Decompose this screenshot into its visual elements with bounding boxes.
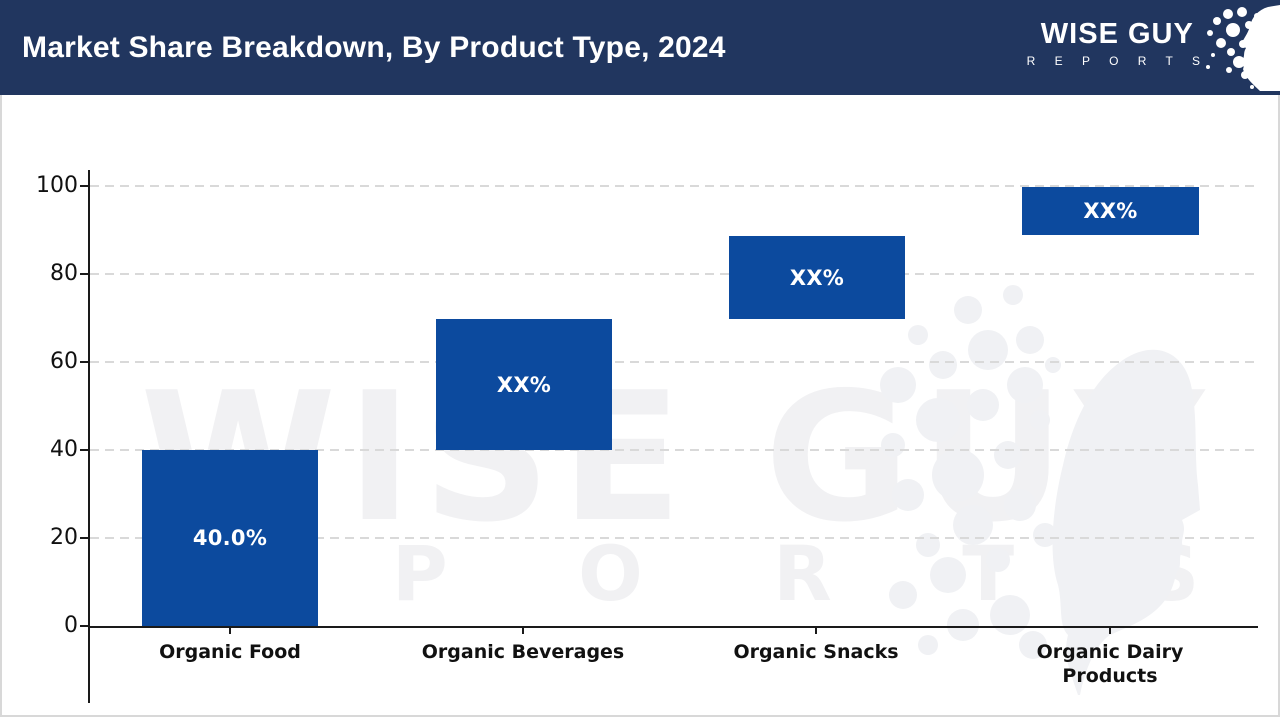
bar-organic-beverages: XX% xyxy=(436,319,612,450)
logo-wise-guy-text: WISE GUY xyxy=(1040,18,1194,50)
x-tick-organic-beverages xyxy=(522,628,524,634)
gridline-20 xyxy=(90,537,1258,539)
bar-value-label: XX% xyxy=(1083,199,1138,223)
y-tick-20 xyxy=(80,537,88,539)
y-tick-40 xyxy=(80,449,88,451)
y-tick-0 xyxy=(80,625,88,627)
category-label-organic-snacks: Organic Snacks xyxy=(733,641,899,663)
wise-guy-logo: WISE GUY R E P O R T S xyxy=(1027,0,1280,95)
bar-organic-dairy: XX% xyxy=(1022,187,1199,235)
bar-value-label: 40.0% xyxy=(192,526,268,550)
y-tick-label-20: 20 xyxy=(50,525,78,550)
y-tick-label-60: 60 xyxy=(50,349,78,374)
right-border-line xyxy=(1278,95,1280,717)
y-tick-label-100: 100 xyxy=(36,173,78,198)
x-axis-line xyxy=(88,626,1258,628)
bottom-border-line xyxy=(0,715,1280,717)
y-tick-60 xyxy=(80,361,88,363)
category-label-organic-beverages: Organic Beverages xyxy=(421,641,625,663)
y-tick-label-40: 40 xyxy=(50,437,78,462)
logo-text: WISE GUY R E P O R T S xyxy=(1027,18,1208,68)
bar-value-label: XX% xyxy=(789,265,845,290)
wise-guy-face-icon xyxy=(1206,5,1280,91)
gridline-40 xyxy=(90,449,1258,451)
logo-reports-text: R E P O R T S xyxy=(1026,54,1208,68)
page-title: Market Share Breakdown, By Product Type,… xyxy=(22,30,726,64)
y-tick-80 xyxy=(80,273,88,275)
y-tick-100 xyxy=(80,185,88,187)
gridline-100 xyxy=(90,185,1258,187)
x-tick-organic-food xyxy=(229,628,231,634)
bar-organic-snacks: XX% xyxy=(729,236,905,319)
watermark-face-icon xyxy=(880,285,1200,695)
y-tick-label-0: 0 xyxy=(64,613,78,638)
x-tick-organic-snacks xyxy=(815,628,817,634)
category-label-organic-dairy: Organic Dairy Products xyxy=(1036,641,1184,687)
category-label-organic-food: Organic Food xyxy=(159,641,301,663)
x-tick-organic-dairy xyxy=(1109,628,1111,634)
bar-organic-food: 40.0% xyxy=(142,450,318,626)
gridline-80 xyxy=(90,273,1258,275)
y-axis-line xyxy=(88,170,90,703)
chart-area: WISE GUY P O R T S xyxy=(0,95,1280,720)
bar-value-label: XX% xyxy=(496,372,552,397)
gridline-60 xyxy=(90,361,1258,363)
left-border-line xyxy=(0,95,2,717)
header-bar: Market Share Breakdown, By Product Type,… xyxy=(0,0,1280,95)
y-tick-label-80: 80 xyxy=(50,261,78,286)
